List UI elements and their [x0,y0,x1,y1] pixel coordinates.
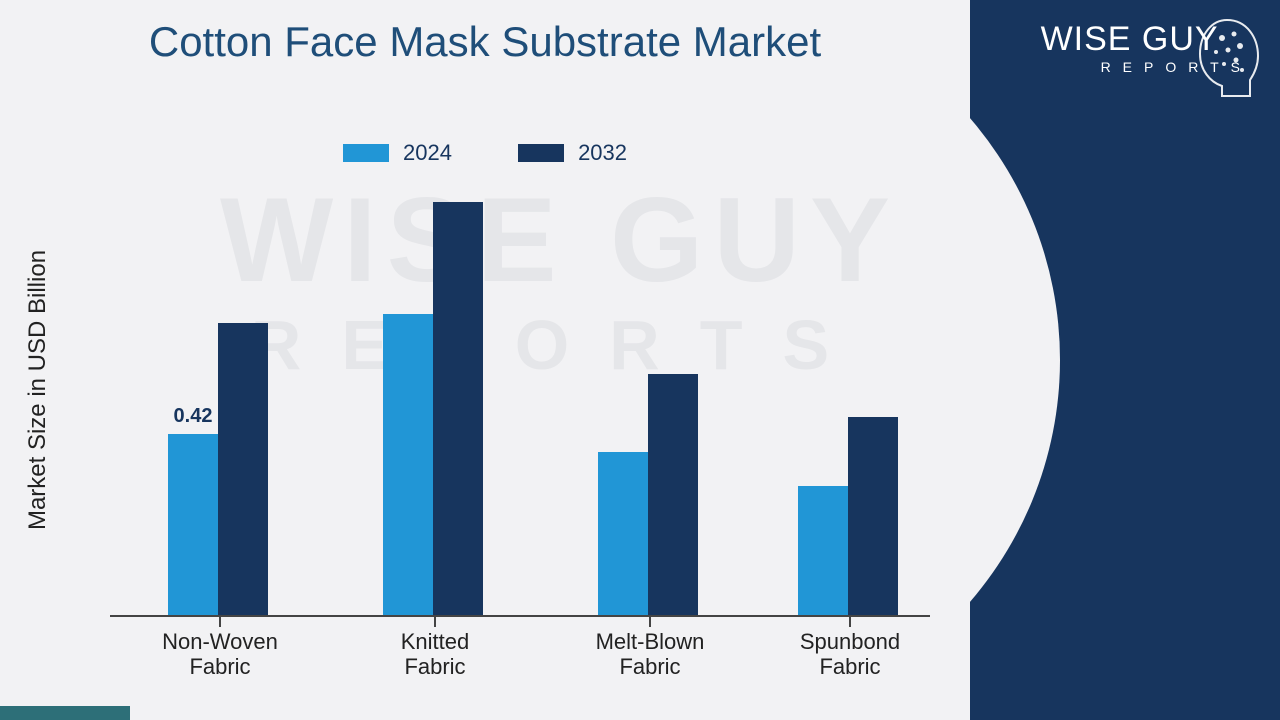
x-tick [434,615,436,627]
infographic-stage: WISE GUY REPORTS Cotton Face Mask Substr… [0,0,1280,720]
x-tick [849,615,851,627]
legend-label-2032: 2032 [578,140,627,166]
x-axis-label: SpunbondFabric [765,629,935,680]
x-axis-label: Melt-BlownFabric [565,629,735,680]
bar-2024 [798,486,848,615]
bar-2024 [383,314,433,615]
brand-word-wise: WISE [1041,20,1132,58]
legend-item-2032: 2032 [518,140,627,166]
brand-line1: WISE GUY [1041,22,1252,56]
bar-2032 [433,202,483,615]
brand-logo-text: WISE GUY REPORTS [1041,22,1252,74]
x-tick [649,615,651,627]
bar-2032 [648,374,698,615]
chart-title: Cotton Face Mask Substrate Market [0,18,970,66]
x-axis-label: KnittedFabric [350,629,520,680]
bar-2032 [848,417,898,615]
bottom-accent-bar [0,706,130,720]
brand-line2: REPORTS [1101,60,1252,74]
legend: 2024 2032 [0,140,970,168]
x-tick [219,615,221,627]
brand-word-guy: GUY [1142,20,1219,58]
bar-2032 [218,323,268,615]
bar-2024 [598,452,648,615]
legend-label-2024: 2024 [403,140,452,166]
bar-value-label: 0.42 [174,405,213,428]
chart-plot-area: 0.42Non-WovenFabricKnittedFabricMelt-Blo… [110,185,930,617]
x-axis-label: Non-WovenFabric [135,629,305,680]
y-axis-label: Market Size in USD Billion [24,250,52,530]
legend-swatch-2024 [343,144,389,162]
bar-2024: 0.42 [168,434,218,615]
legend-swatch-2032 [518,144,564,162]
legend-item-2024: 2024 [343,140,452,166]
